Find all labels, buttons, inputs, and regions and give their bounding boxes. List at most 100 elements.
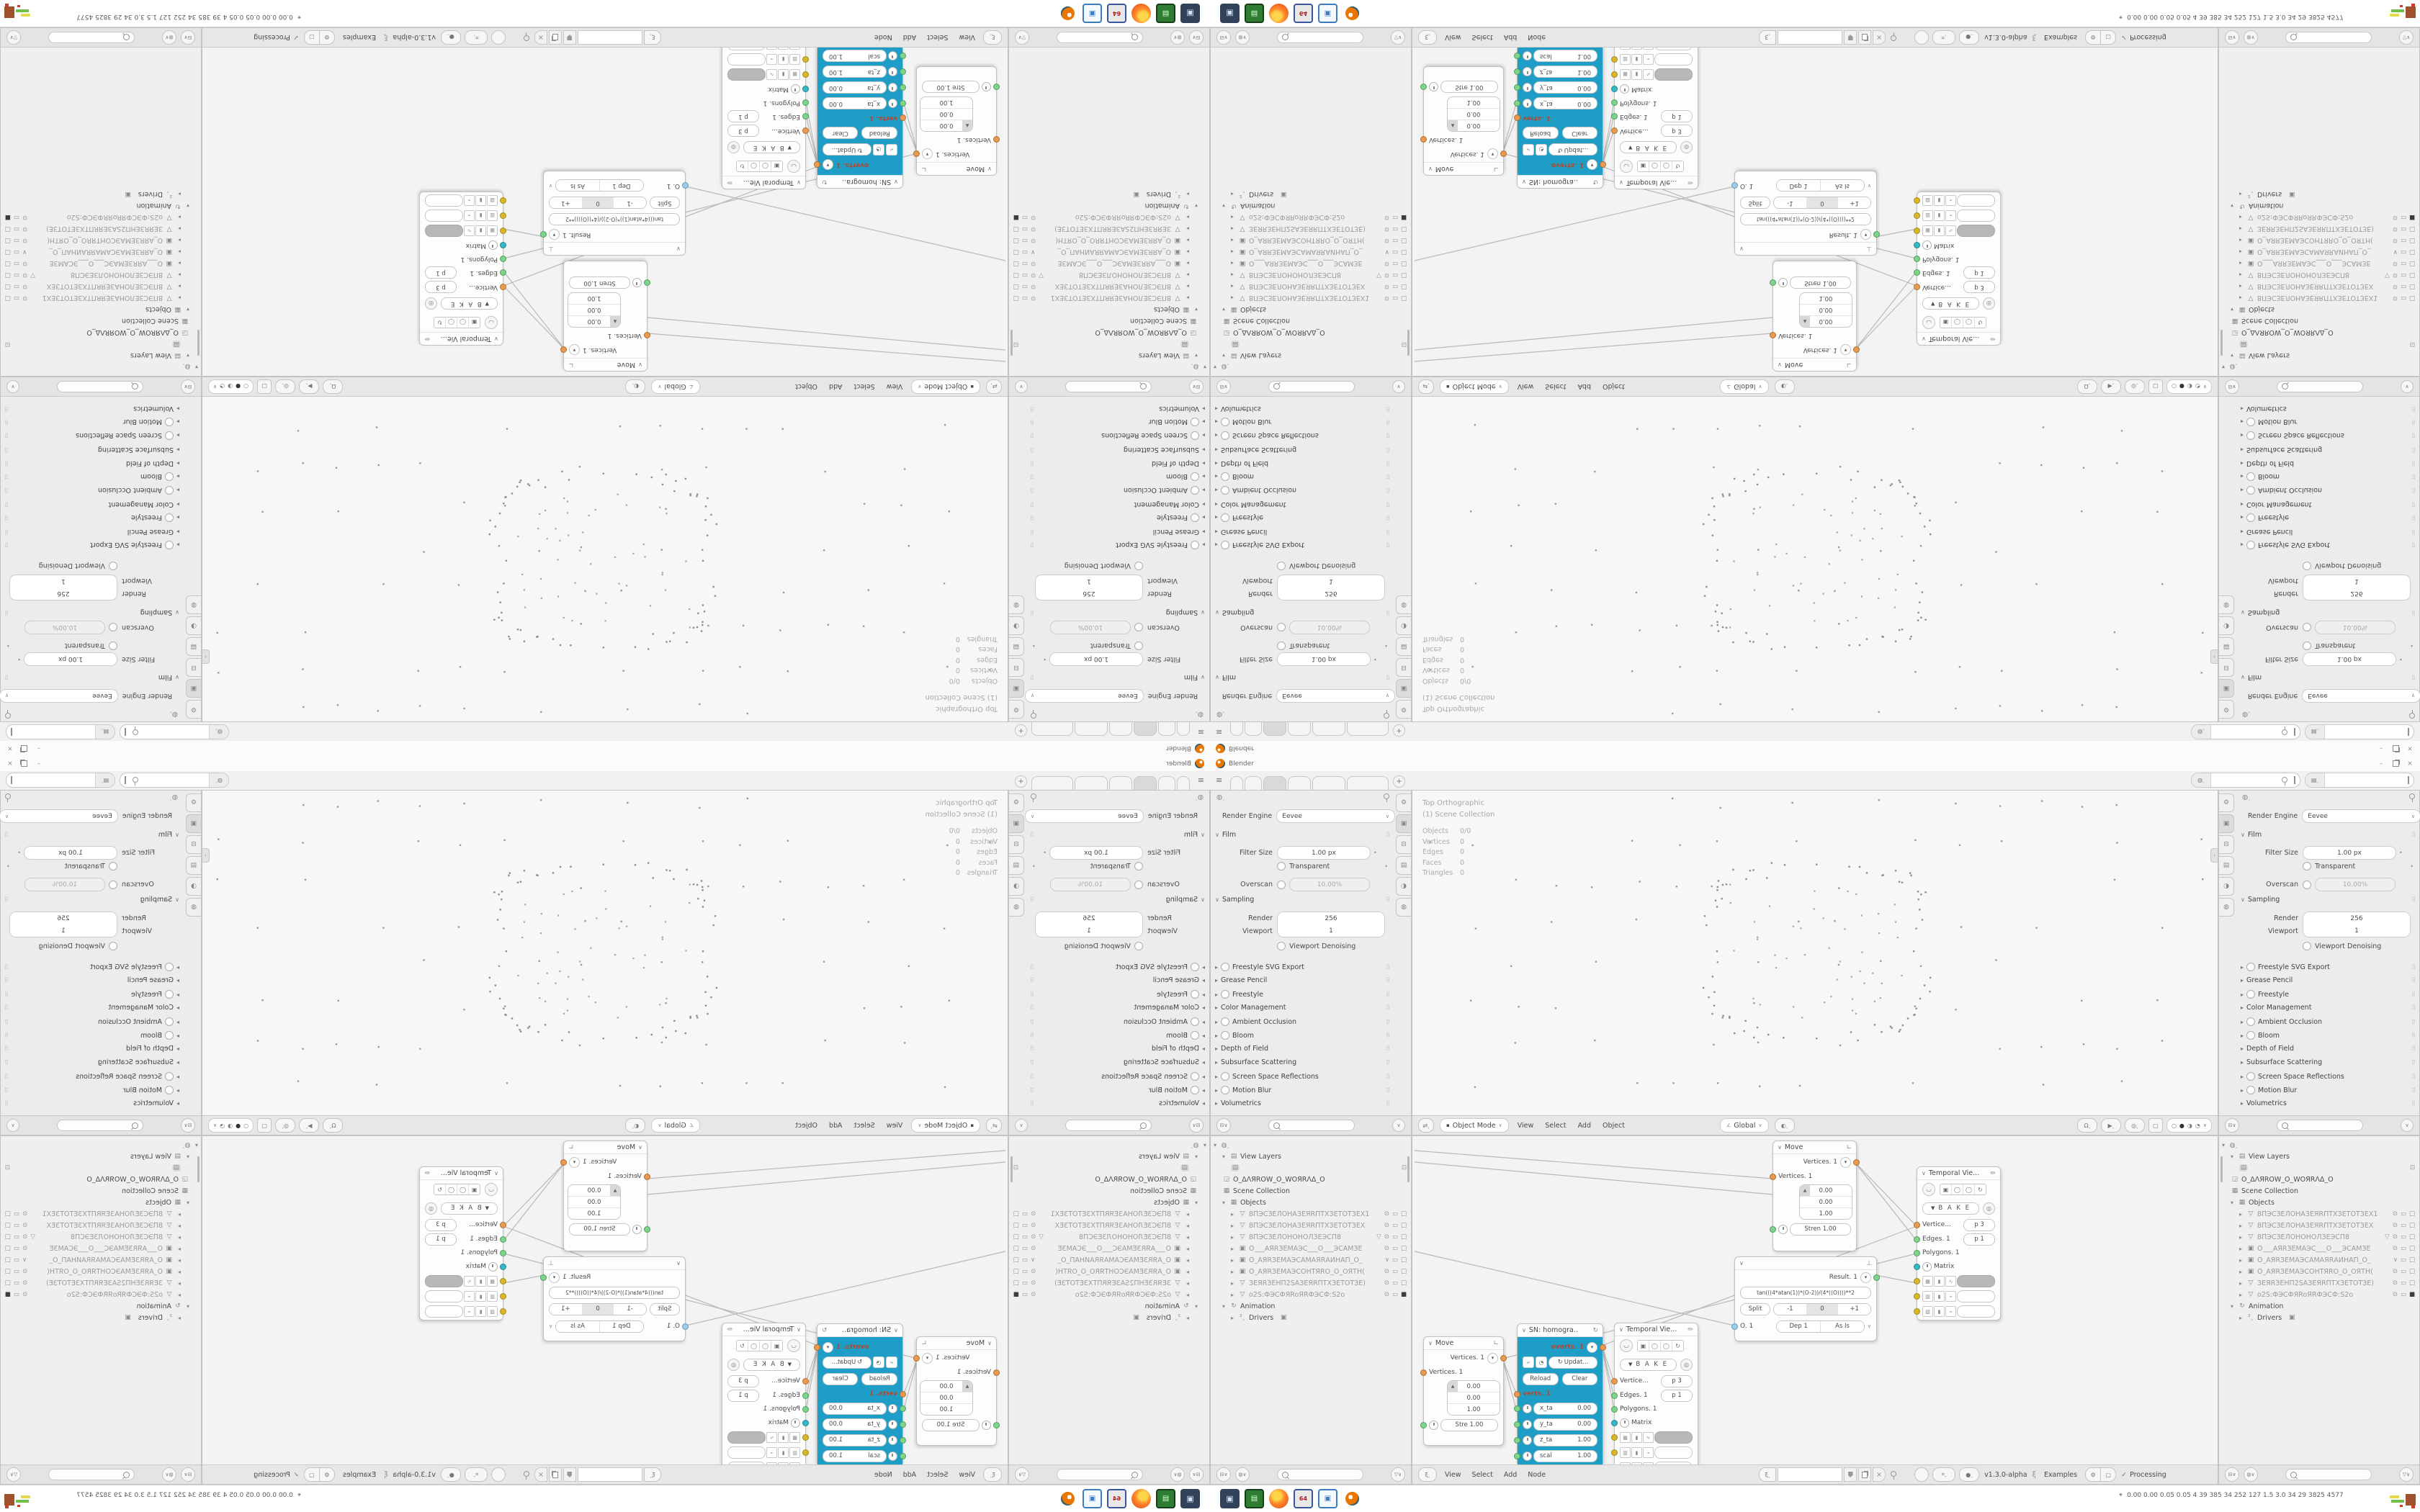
section-grease-pencil[interactable]: ▸ Grease Pencil ⠿ [4,976,179,984]
disable-render-icon[interactable]: □ [2408,237,2415,244]
sn-homograph-node[interactable]: ∨ SN: homogra.. ↻ overts. 1 ▾ ⤶ ◔ ↻ Updat... R… [814,1323,906,1466]
scene-collection-row[interactable]: ▦ Scene Collection [122,1187,189,1195]
overscan-field[interactable]: 10.00% [24,621,105,634]
input-socket[interactable] [500,212,506,219]
strength-field[interactable]: Stre 1.00 [922,81,980,94]
hide-eye-icon[interactable]: ⊙ [1031,225,1036,233]
modifier-icon[interactable]: ▽ [1376,1233,1381,1241]
options-dropdown[interactable]: ∨ [1392,380,1405,393]
outliner-filter-button[interactable]: ◍∨ [162,1467,176,1482]
section-toggle-checkbox[interactable] [1190,1031,1199,1040]
animate-dot-icon[interactable]: • [1043,850,1047,856]
input-socket[interactable] [500,1221,506,1228]
view-layer-item-row[interactable]: ▤ ⊡ [1010,1162,1189,1174]
workspace-tab-3[interactable] [1134,776,1157,790]
scene-tab-icon[interactable]: ◑ [2219,616,2234,635]
disable-render-icon[interactable]: □ [1400,294,1407,302]
disable-render-icon[interactable]: □ [2408,1268,2415,1275]
section-screen-space-reflections[interactable]: ▸ Screen Space Reflections ⠿ [2241,431,2416,440]
pin-icon[interactable] [2409,793,2415,802]
transform-orientation-dropdown[interactable]: ∠ Global ∨ [651,1118,701,1133]
section-freestyle-svg-export[interactable]: ▸ Freestyle SVG Export ⠿ [2241,963,2416,971]
view-layer-item-row[interactable]: ▤ ⊡ [1010,338,1189,350]
move-node[interactable]: ∨Move∟ Vertices. 1▾ Vertices. 1 ▲0.00 M0… [560,1140,650,1251]
filter-size-field[interactable]: 1.00 px [2303,652,2396,666]
funnel-filter-button[interactable]: ▽∨ [1391,1467,1405,1482]
zero-button[interactable]: 0 [581,1303,614,1315]
sidebar-toggle-tab[interactable]: ‹ [2210,649,2218,664]
section-freestyle-svg-export[interactable]: ▸ Freestyle SVG Export ⠿ [1029,963,1205,971]
sampling-render-field[interactable]: 256 [1035,587,1143,600]
blender-app-icon[interactable] [1058,1489,1077,1508]
hide-eye-icon[interactable]: ⊙ [22,225,28,233]
disable-render-icon[interactable]: □ [5,1279,12,1287]
section-subsurface-scattering[interactable]: ▸ Subsurface Scattering ⠿ [4,1058,179,1066]
hide-eye-icon[interactable]: ⊙ [1031,260,1036,267]
workspace-tab-4[interactable] [1109,776,1132,790]
slot-field[interactable] [1957,225,1995,237]
strength-field[interactable]: Stren 1.00 [1790,1223,1851,1236]
section-motion-blur[interactable]: ▸ Motion Blur ⠿ [4,418,179,426]
pin-icon[interactable] [130,776,140,784]
disable-render-icon[interactable]: □ [1013,1268,1020,1275]
section-bloom[interactable]: ▸ Bloom ⠿ [1029,1031,1205,1040]
hide-eye-icon[interactable]: ⊙ [2392,294,2398,302]
animate-dot-icon[interactable]: • [2410,863,2414,870]
toggle-circle-button[interactable]: ◡ [1922,1183,1935,1196]
options-dropdown[interactable]: ∨ [2401,380,2414,393]
input-socket[interactable] [900,1436,906,1444]
slot-field[interactable] [1957,210,1995,222]
up-arrow-icon[interactable]: ▲ [962,1381,972,1392]
section-grease-pencil[interactable]: ▸ Grease Pencil ⠿ [1029,528,1205,536]
workspace-row[interactable]: ◲ O_ΔΛЯROW_O_WOЯRΛΔ_O [1223,328,1325,337]
workspace-tab-6[interactable] [1031,776,1073,790]
outliner-filter-icon[interactable]: ◍˯ [1221,1141,1229,1149]
up-arrow-icon[interactable]: ▲ [1448,120,1458,131]
add-workspace-button[interactable]: + [1393,724,1405,737]
disable-viewport-icon[interactable]: ▭ [1022,214,1028,221]
disable-viewport-icon[interactable]: ▭ [2400,260,2406,267]
disable-render-icon[interactable]: □ [1400,1256,1407,1264]
disable-render-icon[interactable]: □ [5,294,12,302]
slot-field[interactable] [1654,68,1693,81]
xray-toggle-button[interactable]: ▢ [2148,1118,2163,1133]
panel-toggle-button[interactable]: ▢ [2101,30,2117,45]
fake-user-shield-icon[interactable] [563,1467,576,1482]
object-row[interactable]: ▸ ▽ 8ПЭСЗЕЛОНОНОЛЗЕЭСП8 ▽ ⊙ ▭ □ [2239,1233,2415,1241]
editor-type-button[interactable]: ξ˯ [983,1467,1002,1482]
temporal-viewer-node[interactable]: ∨ Temporal Vie... ✏ ◡ ▣ ◯ ◯ ↻ ▼ B A K E ◎ Vertic… [1914,192,2001,346]
viewport-denoising-checkbox[interactable] [1277,562,1286,570]
dropdown-button[interactable]: ▾ [1587,1341,1597,1353]
dropdown-button[interactable]: ▾ [922,1352,933,1364]
section-toggle-checkbox[interactable] [1190,472,1199,481]
section-bloom[interactable]: ▸ Bloom ⠿ [2241,1031,2416,1040]
disable-viewport-icon[interactable]: ▭ [2400,283,2406,290]
drivers-row[interactable]: ▸ ²¸ Drivers ▣ [1231,1313,1287,1322]
options-dropdown[interactable]: ∨ [1392,1119,1405,1132]
disable-viewport-icon[interactable]: ▭ [1392,1279,1398,1287]
view-menu[interactable]: View [1517,382,1534,391]
object-row[interactable]: ▸ ▣ O_АЯRЗЕМАЭСОНТЯRО_О_ОЯТН(⊙ ▭ □ [1231,1267,1407,1276]
disable-viewport-icon[interactable]: ▭ [2400,225,2406,233]
input-socket[interactable] [993,1369,1000,1376]
section-toggle-checkbox[interactable] [2246,472,2256,481]
object-row[interactable]: ▸ ▽ 8ПЭСЗЕЛОНАЗЕЯRПТХЗЕТОТЗЕХ1 ⊙ ▭ □ [2239,294,2415,302]
object-menu[interactable]: Object [1602,1121,1625,1130]
section-toggle-checkbox[interactable] [2246,1086,2256,1094]
output-socket[interactable] [1600,1344,1606,1351]
scrollbar[interactable] [197,1156,200,1182]
vertices-count-field[interactable]: p 3 [1963,1218,1995,1231]
animation-row[interactable]: ▾ ↻ Animation [136,202,189,210]
section-freestyle[interactable]: ▸ Freestyle ⠿ [2241,513,2416,522]
add-menu[interactable]: Add [902,1470,917,1479]
new-copy-icon[interactable] [1858,30,1872,45]
section-toggle-checkbox[interactable] [2246,431,2256,440]
image-viewer-icon[interactable]: ▣ [1318,4,1337,23]
node-editor[interactable]: ∨Move∟ Vertices. 1▾ Vertices. 1 ▲0.00 M0… [1412,27,2218,377]
output-socket[interactable] [814,161,820,168]
overscan-field[interactable]: 10.00% [2315,878,2396,891]
disable-render-icon[interactable]: □ [2408,1222,2415,1229]
clear-button[interactable]: Clear [823,127,859,140]
blender-app-icon[interactable] [1343,4,1362,23]
overlays-button[interactable]: ◎˯ [2124,1118,2145,1133]
